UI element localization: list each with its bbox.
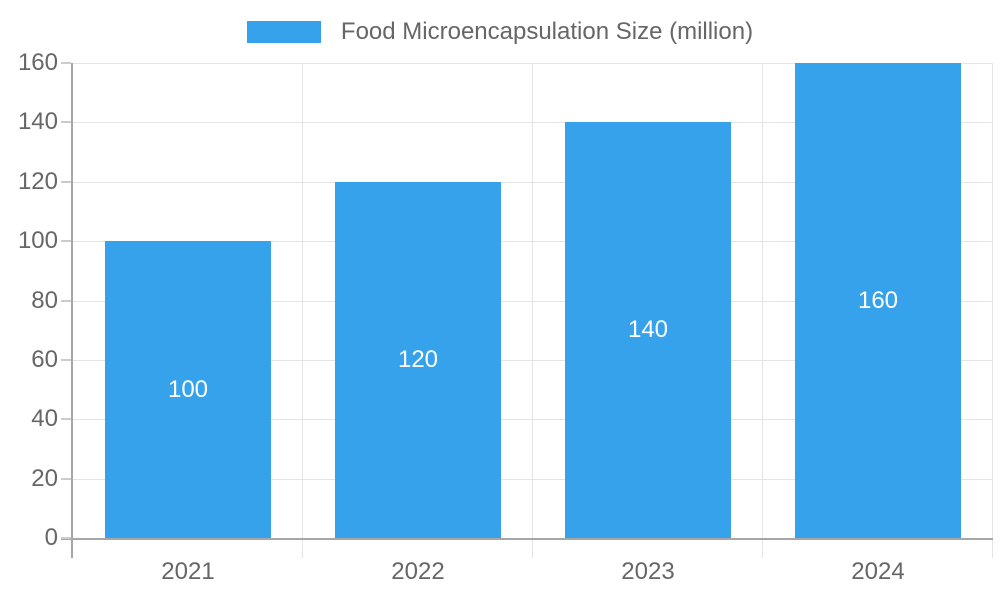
y-tick-label: 140 bbox=[17, 108, 58, 136]
x-tick-mark bbox=[992, 540, 993, 558]
h-gridline bbox=[73, 419, 993, 421]
v-gridline bbox=[532, 63, 533, 538]
h-gridline bbox=[73, 122, 993, 124]
y-tick-mark bbox=[61, 537, 71, 539]
y-tick-mark bbox=[61, 299, 71, 302]
plot-area: 0 20 40 60 80 100 120 140 160 100 2021 120 2022 140 20… bbox=[18, 51, 993, 584]
v-gridline bbox=[302, 63, 303, 538]
bar[interactable]: 100 bbox=[104, 241, 272, 538]
y-tick-mark bbox=[61, 240, 71, 243]
y-tick-label: 20 bbox=[31, 464, 58, 492]
bar-value-label: 100 bbox=[167, 375, 209, 403]
y-tick-mark bbox=[61, 180, 71, 183]
h-gridline bbox=[73, 359, 993, 361]
h-gridline bbox=[73, 63, 993, 64]
x-tick-label: 2021 bbox=[161, 558, 215, 585]
bar[interactable]: 120 bbox=[334, 181, 502, 538]
h-gridline bbox=[73, 241, 993, 243]
y-tick-mark bbox=[61, 477, 71, 480]
x-tick-label: 2024 bbox=[851, 558, 905, 585]
y-tick-label: 100 bbox=[17, 227, 58, 255]
legend-swatch-icon bbox=[246, 21, 321, 43]
v-gridline bbox=[762, 63, 763, 538]
bar-value-label: 160 bbox=[857, 286, 899, 314]
x-tick-label: 2023 bbox=[621, 558, 675, 585]
y-tick-label: 0 bbox=[44, 524, 58, 551]
y-tick-label: 60 bbox=[31, 345, 58, 373]
y-tick-label: 120 bbox=[17, 167, 58, 195]
legend-label: Food Microencapsulation Size (million) bbox=[340, 18, 754, 45]
y-tick-mark bbox=[61, 358, 71, 361]
bar-value-label: 140 bbox=[627, 316, 669, 344]
x-tick-mark bbox=[532, 540, 533, 558]
bar-value-label: 120 bbox=[397, 345, 439, 373]
h-gridline bbox=[73, 300, 993, 302]
bar[interactable]: 160 bbox=[794, 63, 962, 538]
x-tick-mark bbox=[302, 540, 303, 558]
v-gridline bbox=[992, 63, 993, 538]
h-gridline bbox=[73, 478, 993, 480]
bar[interactable]: 140 bbox=[564, 122, 732, 538]
y-tick-mark bbox=[61, 418, 71, 421]
x-tick-mark bbox=[762, 540, 763, 558]
x-axis-line bbox=[61, 538, 993, 540]
h-gridline bbox=[73, 181, 993, 183]
y-axis-line bbox=[71, 63, 73, 558]
y-tick-mark bbox=[61, 62, 71, 64]
y-tick-mark bbox=[61, 121, 71, 124]
y-tick-label: 160 bbox=[17, 49, 58, 76]
y-tick-label: 80 bbox=[31, 286, 58, 314]
x-tick-label: 2022 bbox=[391, 558, 445, 585]
y-tick-label: 40 bbox=[31, 405, 58, 433]
legend[interactable]: Food Microencapsulation Size (million) bbox=[0, 18, 1000, 46]
